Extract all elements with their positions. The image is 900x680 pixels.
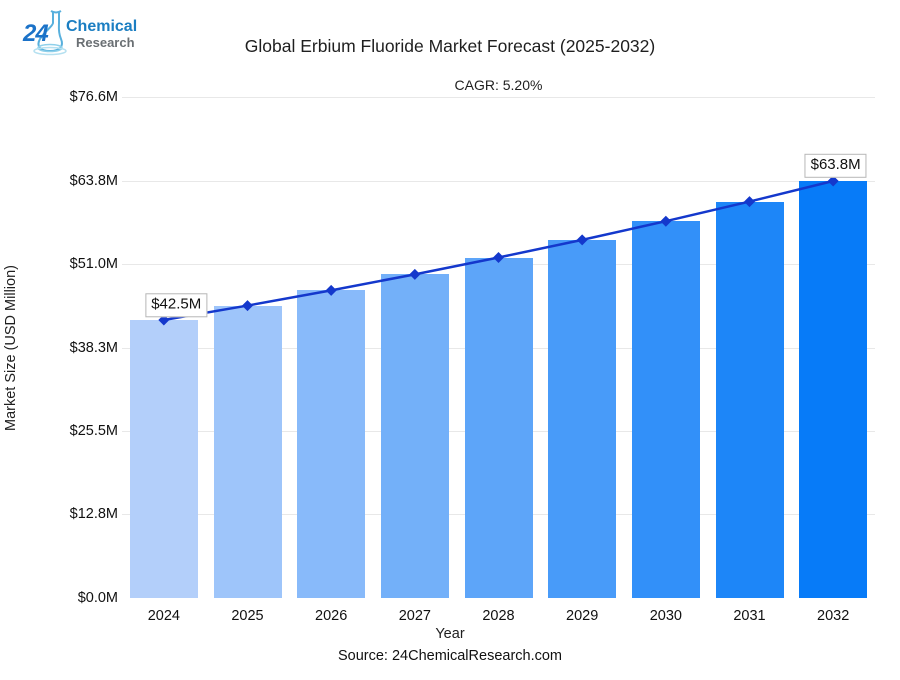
- x-tick-2025: 2025: [231, 608, 264, 624]
- chart-subtitle-cagr: CAGR: 5.20%: [454, 77, 543, 93]
- bar-2031: [715, 201, 784, 598]
- logo-text-research: Research: [76, 35, 135, 50]
- bar-2030: [631, 221, 700, 598]
- logo-number: 24: [23, 20, 49, 47]
- y-tick-$63.8M: $63.8M: [69, 172, 118, 189]
- plot-area: $42.5M $63.8M: [122, 97, 875, 598]
- logo-text-chemical: Chemical: [66, 18, 138, 35]
- y-tick-$0.0M: $0.0M: [77, 590, 118, 606]
- x-tick-2028: 2028: [482, 608, 515, 624]
- x-tick-2029: 2029: [566, 608, 599, 624]
- y-tick-$25.5M: $25.5M: [69, 423, 118, 440]
- x-tick-2030: 2030: [649, 608, 682, 624]
- bar-2024: [129, 320, 198, 598]
- trend-line-layer: [158, 175, 839, 326]
- diamond-marker-2026: [325, 284, 337, 296]
- bar-2029: [548, 239, 617, 598]
- bar-2032: [799, 180, 868, 598]
- x-tick-2027: 2027: [398, 608, 431, 624]
- x-tick-2024: 2024: [147, 608, 180, 624]
- x-tick-2026: 2026: [315, 608, 348, 624]
- bar-2026: [297, 290, 366, 598]
- bar-2025: [213, 305, 282, 598]
- source-attribution: Source: 24ChemicalResearch.com: [337, 648, 563, 664]
- gridline: [122, 180, 875, 182]
- x-axis-label: Year: [435, 626, 465, 642]
- x-tick-2032: 2032: [817, 608, 850, 624]
- gridline: [122, 97, 875, 98]
- bar-2027: [380, 274, 449, 598]
- diamond-marker-2028: [493, 252, 504, 264]
- value-label-2024: $42.5M: [145, 293, 208, 318]
- y-tick-$38.3M: $38.3M: [69, 339, 118, 356]
- y-tick-$76.6M: $76.6M: [69, 89, 118, 105]
- y-tick-$12.8M: $12.8M: [69, 506, 118, 523]
- diamond-marker-2031: [744, 196, 755, 208]
- value-label-2032: $63.8M: [804, 153, 867, 178]
- diamond-marker-2032: [827, 175, 839, 187]
- brand-logo: 24 Chemical Research: [20, 8, 160, 56]
- diamond-marker-2027: [409, 268, 421, 280]
- flask-icon: [33, 10, 67, 56]
- diamond-marker-2029: [576, 234, 588, 246]
- chart-title: Global Erbium Fluoride Market Forecast (…: [244, 36, 656, 56]
- diamond-marker-2025: [242, 300, 253, 312]
- x-tick-2031: 2031: [733, 608, 766, 624]
- trend-line: [163, 179, 834, 322]
- y-tick-$51.0M: $51.0M: [69, 256, 118, 273]
- diamond-marker-2030: [660, 215, 672, 227]
- bar-2028: [464, 257, 533, 598]
